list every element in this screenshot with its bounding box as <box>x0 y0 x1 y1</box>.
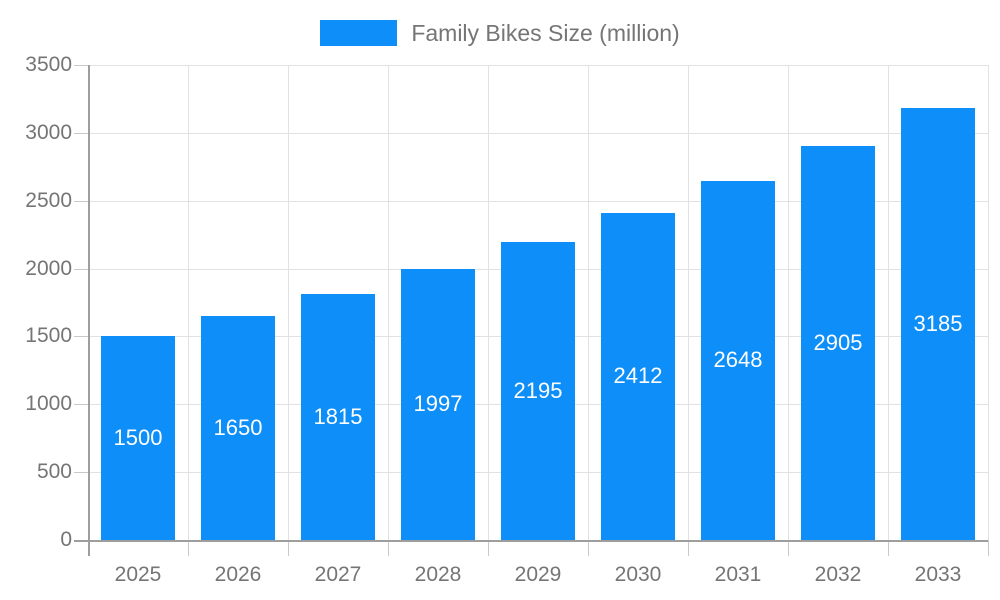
bar-value-label: 1650 <box>213 415 263 441</box>
y-gridline <box>88 200 988 202</box>
x-tick-mark <box>488 540 489 556</box>
x-gridline <box>288 65 289 540</box>
x-gridline <box>388 65 389 540</box>
x-tick-mark <box>788 540 789 556</box>
x-axis-label: 2032 <box>814 563 862 586</box>
bar-value-label: 2195 <box>513 378 563 404</box>
y-axis-label: 2000 <box>25 256 72 280</box>
y-axis-label: 1000 <box>25 392 72 416</box>
x-axis-label: 2033 <box>914 563 962 586</box>
y-axis-label: 2500 <box>25 188 72 212</box>
y-axis-label: 3000 <box>25 120 72 144</box>
bar-value-label: 2905 <box>813 329 863 355</box>
bar-value-label: 1997 <box>413 391 463 417</box>
x-gridline <box>188 65 189 540</box>
x-axis-label: 2025 <box>114 563 162 586</box>
x-axis-label: 2028 <box>414 563 462 586</box>
bar-value-label: 1500 <box>113 425 163 451</box>
legend-item[interactable]: Family Bikes Size (million) <box>0 16 1000 50</box>
x-gridline <box>788 65 789 540</box>
y-gridline <box>88 132 988 134</box>
x-axis-line <box>74 540 988 542</box>
y-tick-mark <box>74 132 88 134</box>
y-tick-mark <box>74 268 88 270</box>
x-tick-mark <box>688 540 689 556</box>
x-gridline <box>488 65 489 540</box>
x-tick-mark <box>588 540 589 556</box>
bar-2025 <box>101 336 175 540</box>
bar-2029 <box>501 242 575 540</box>
legend-label: Family Bikes Size (million) <box>411 20 680 46</box>
bar-2031 <box>701 180 775 540</box>
y-tick-mark <box>74 404 88 406</box>
bar-2032 <box>801 145 875 540</box>
bar-value-label: 3185 <box>913 310 963 336</box>
y-axis-label: 500 <box>36 460 72 484</box>
x-tick-mark <box>288 540 289 556</box>
x-axis-label: 2031 <box>714 563 762 586</box>
bar-value-label: 2648 <box>713 347 763 373</box>
bar-value-label: 2412 <box>613 363 663 389</box>
bar-2028 <box>401 268 475 540</box>
x-gridline <box>888 65 889 540</box>
bar-2030 <box>601 212 675 540</box>
x-axis-label: 2029 <box>514 563 562 586</box>
y-axis-line <box>88 65 90 556</box>
x-gridline <box>588 65 589 540</box>
x-tick-mark <box>988 540 989 556</box>
y-tick-mark <box>74 336 88 338</box>
legend-swatch-icon <box>320 20 398 46</box>
x-axis-label: 2027 <box>314 563 362 586</box>
y-tick-mark <box>74 200 88 202</box>
y-axis-label: 1500 <box>25 324 72 348</box>
y-axis-label: 3500 <box>25 53 72 76</box>
bar-value-label: 1815 <box>313 403 363 429</box>
x-tick-mark <box>188 540 189 556</box>
y-tick-mark <box>74 65 88 66</box>
x-tick-mark <box>888 540 889 556</box>
bar-2026 <box>201 316 275 540</box>
x-gridline <box>988 65 989 540</box>
x-gridline <box>688 65 689 540</box>
y-axis-label: 0 <box>60 528 72 551</box>
y-tick-mark <box>74 472 88 474</box>
x-axis-label: 2026 <box>214 563 262 586</box>
x-axis-label: 2030 <box>614 563 662 586</box>
y-gridline <box>88 65 988 66</box>
bar-2027 <box>301 293 375 540</box>
x-tick-mark <box>388 540 389 556</box>
bar-2033 <box>901 107 975 540</box>
